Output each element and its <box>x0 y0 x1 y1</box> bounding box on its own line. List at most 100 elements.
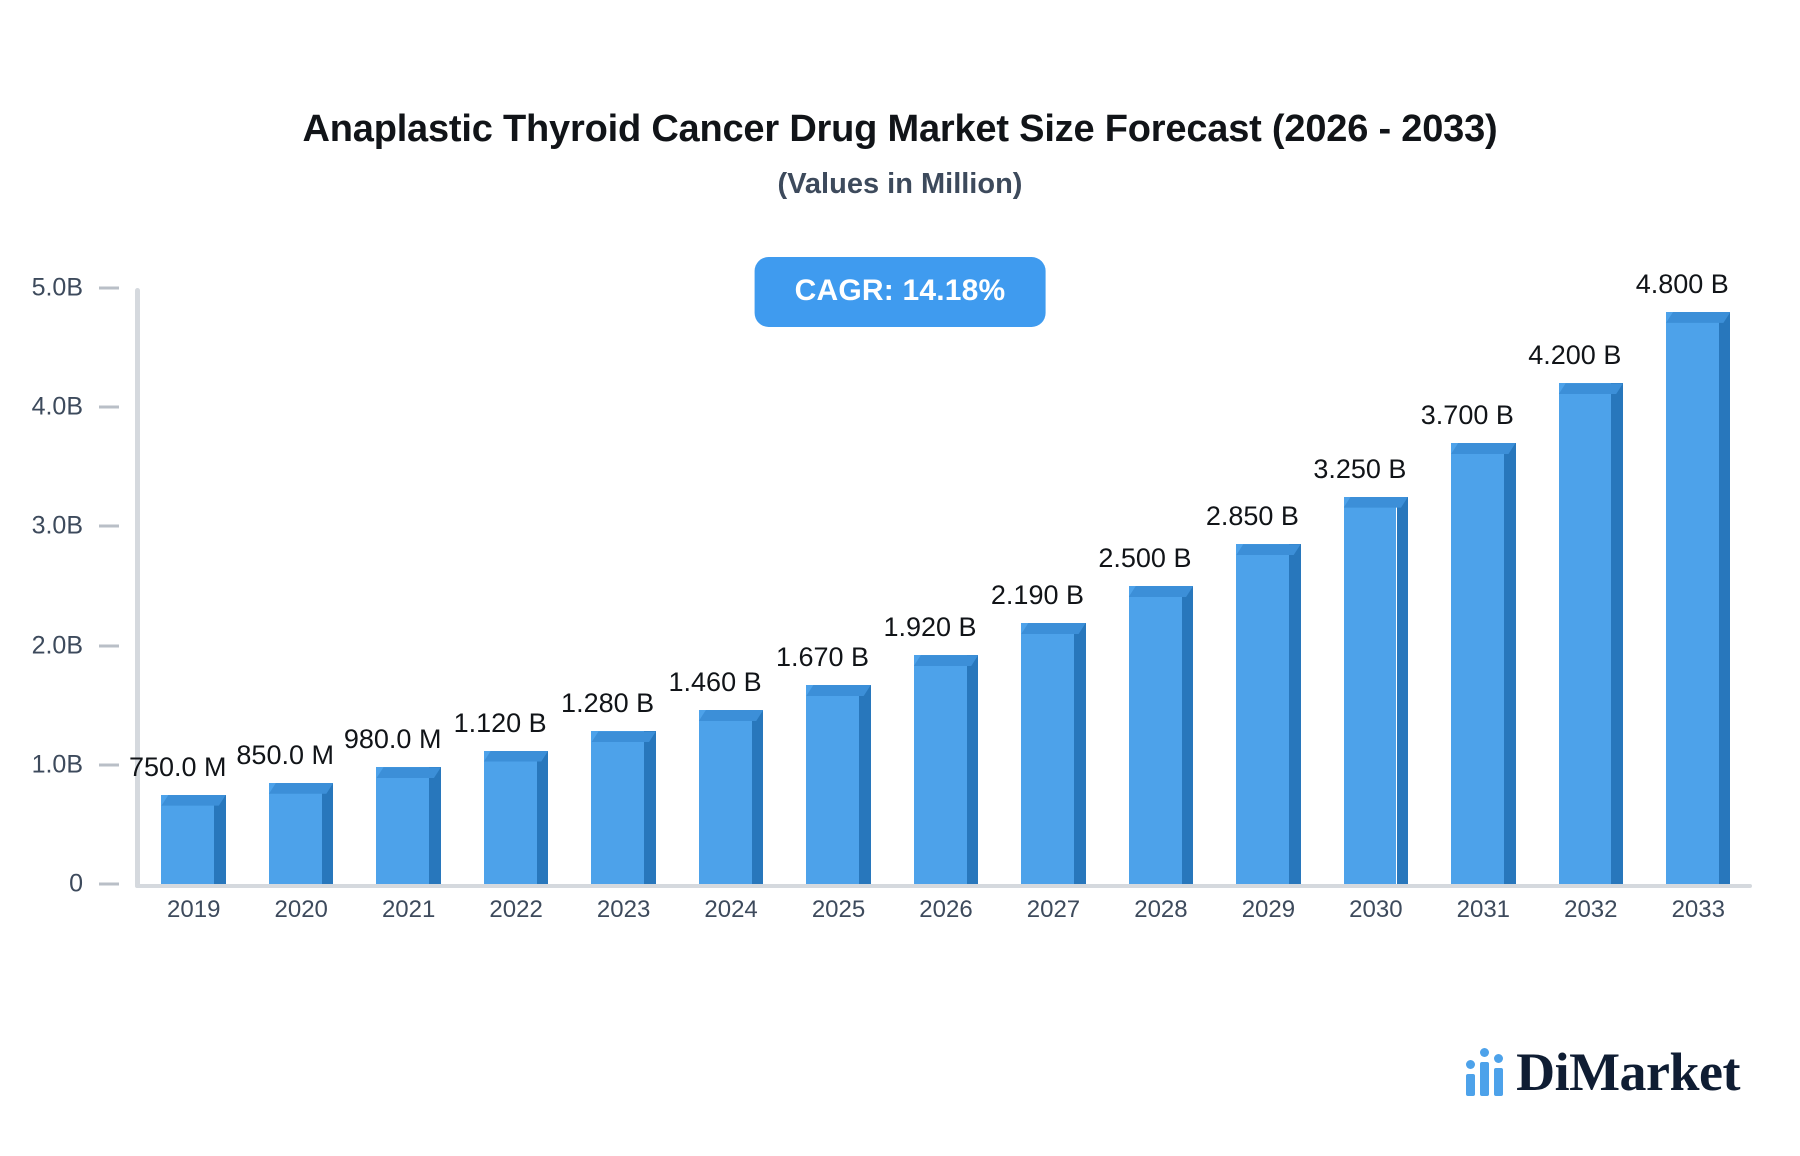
bar-top-face <box>1558 383 1624 395</box>
bar-top-face <box>1021 622 1086 634</box>
y-tick-label: 3.0B <box>31 511 83 540</box>
bar-body <box>1128 586 1194 884</box>
bar-front-face <box>268 782 322 884</box>
bar-body <box>483 750 549 884</box>
bar-top-face <box>376 767 441 779</box>
logo-wordmark: DiMarket <box>1516 1041 1740 1102</box>
bar-value-label: 1.280 B <box>561 688 655 719</box>
x-tick-label: 2021 <box>381 896 436 923</box>
bar-front-face <box>591 731 645 884</box>
bar-value-label: 4.200 B <box>1528 340 1622 371</box>
y-tick-label: 1.0B <box>31 750 83 779</box>
bar-2027[interactable] <box>1021 288 1086 884</box>
bar-value-label: 3.700 B <box>1420 399 1514 430</box>
y-tick: 2.0B <box>0 631 135 660</box>
bar-body <box>1451 442 1516 884</box>
y-tick-dash <box>99 644 119 648</box>
bar-front-face <box>1666 311 1719 884</box>
bar-front-face <box>698 709 752 884</box>
bar-2030[interactable] <box>1343 288 1409 884</box>
y-tick-label: 0 <box>69 869 83 898</box>
bar-2022[interactable] <box>483 288 549 884</box>
x-tick-label: 2024 <box>704 896 758 923</box>
bar-body <box>591 731 656 884</box>
bar-value-label: 750.0 M <box>128 751 227 782</box>
bar-2020[interactable] <box>268 288 334 884</box>
bar-front-face <box>1236 544 1290 884</box>
bar-body <box>1558 383 1624 884</box>
bar-side-face <box>1074 622 1086 884</box>
bar-top-face <box>483 750 549 762</box>
bar-2025[interactable] <box>806 288 871 884</box>
bar-body <box>913 655 979 884</box>
y-tick-label: 2.0B <box>31 631 83 660</box>
bar-top-face <box>913 655 979 667</box>
bar-front-face <box>1128 586 1182 884</box>
bar-value-label: 2.850 B <box>1205 501 1299 532</box>
bar-2029[interactable] <box>1236 288 1301 884</box>
bar-2033[interactable] <box>1666 288 1731 884</box>
bar-2026[interactable] <box>913 288 979 884</box>
bar-side-face <box>1289 544 1301 884</box>
y-tick-dash <box>99 882 119 886</box>
x-tick-label: 2027 <box>1026 896 1081 923</box>
bar-top-face <box>1451 442 1516 454</box>
bar-value-label: 2.190 B <box>990 579 1084 610</box>
y-axis-line <box>135 288 140 888</box>
bar-value-label: 4.800 B <box>1635 268 1729 299</box>
bar-value-label: 1.920 B <box>883 612 977 643</box>
cagr-badge: CAGR: 14.18% <box>754 257 1046 327</box>
bar-series: 750.0 M 850.0 M 980.0 M 1.120 B 1.280 B 1.460… <box>129 269 1752 884</box>
bar-side-face <box>536 750 549 884</box>
bar-side-face <box>1181 586 1194 884</box>
x-tick-label: 2023 <box>596 896 651 923</box>
bar-side-face <box>321 782 334 884</box>
x-tick-label: 2028 <box>1134 896 1188 923</box>
bar-2021[interactable] <box>376 288 441 884</box>
bar-front-face <box>1021 622 1075 884</box>
x-tick-label: 2020 <box>274 896 328 923</box>
bar-side-face <box>214 794 226 884</box>
bar-body <box>161 794 226 884</box>
bar-front-face <box>1451 442 1504 884</box>
bar-2028[interactable] <box>1128 288 1194 884</box>
plot-area: 750.0 M 850.0 M 980.0 M 1.120 B 1.280 B 1.460… <box>32 269 1752 923</box>
bar-2032[interactable] <box>1558 288 1624 884</box>
bar-top-face <box>1343 496 1409 508</box>
bar-body <box>376 767 441 884</box>
x-tick-label: 2019 <box>167 896 221 923</box>
bar-2031[interactable] <box>1451 288 1516 884</box>
y-tick: 1.0B <box>0 750 135 779</box>
x-tick-label: 2030 <box>1349 896 1403 923</box>
x-tick-label: 2029 <box>1241 896 1296 923</box>
bar-top-face <box>806 684 871 696</box>
y-tick-label: 4.0B <box>31 392 83 421</box>
bar-side-face <box>859 684 871 884</box>
bar-body <box>1666 311 1731 884</box>
bar-value-label: 1.120 B <box>453 707 547 738</box>
bar-2023[interactable] <box>591 288 656 884</box>
bar-top-face <box>268 782 334 794</box>
bar-2019[interactable] <box>161 288 226 884</box>
bar-front-face <box>483 750 537 884</box>
bar-value-label: 850.0 M <box>236 739 334 770</box>
bar-body <box>698 709 764 884</box>
y-tick-dash <box>99 524 119 528</box>
bar-side-face <box>1718 311 1731 884</box>
bar-side-face <box>751 709 764 884</box>
y-tick: 5.0B <box>0 274 135 303</box>
bar-side-face <box>1396 496 1409 884</box>
x-tick-label: 2025 <box>811 896 866 923</box>
bar-chart-icon <box>1466 1048 1504 1098</box>
bar-side-face <box>1611 383 1624 884</box>
bar-2024[interactable] <box>698 288 764 884</box>
x-tick-label: 2033 <box>1671 896 1725 923</box>
bar-side-face <box>966 655 979 884</box>
bar-body <box>806 684 871 884</box>
bar-top-face <box>591 731 656 743</box>
dimarket-logo: DiMarket <box>1466 1041 1740 1102</box>
bar-front-face <box>376 767 430 884</box>
bar-body <box>1021 622 1086 884</box>
bar-top-face <box>1236 544 1301 556</box>
